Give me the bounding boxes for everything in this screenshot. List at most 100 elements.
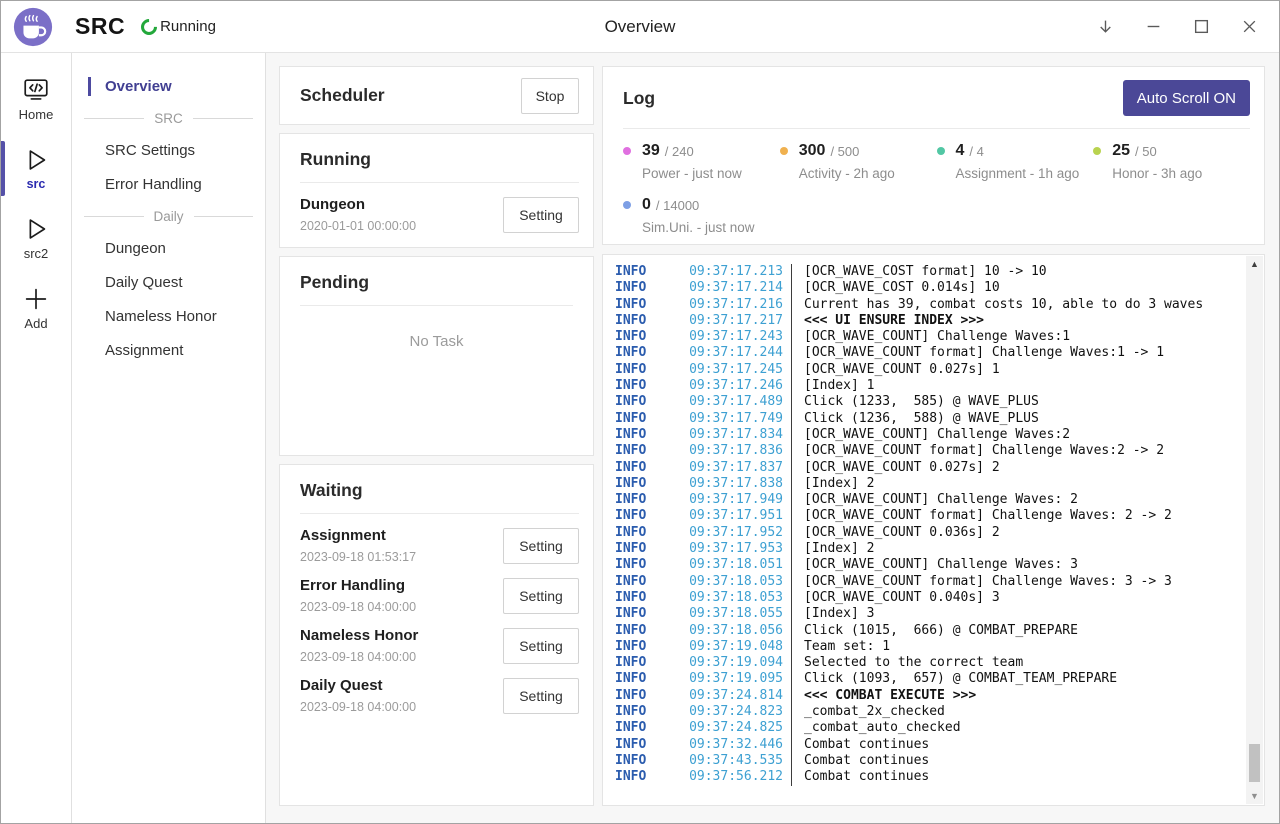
auto-scroll-toggle-button[interactable]: Auto Scroll ON	[1122, 80, 1250, 116]
task-setting-button[interactable]: Setting	[503, 627, 579, 664]
scroll-thumb[interactable]	[1249, 744, 1260, 782]
status-text: Running	[160, 18, 216, 35]
log-timestamp: 09:37:17.245	[689, 361, 783, 377]
divider	[193, 216, 254, 217]
close-icon[interactable]	[1225, 8, 1273, 46]
task-setting-button[interactable]: Setting	[503, 677, 579, 714]
log-level: INFO	[615, 589, 647, 605]
log-level: INFO	[615, 752, 647, 768]
log-level: INFO	[615, 492, 647, 508]
plus-icon	[21, 284, 51, 314]
log-timestamp: 09:37:17.749	[689, 410, 783, 426]
log-message: [Index] 3	[791, 606, 874, 623]
log-line: INFO 09:37:17.489 Click (1233, 585) @ WA…	[615, 394, 1238, 411]
task-row: Daily Quest 2023-09-18 04:00:00 Setting	[300, 664, 579, 714]
menu-item-daily-quest[interactable]: Daily Quest	[105, 274, 183, 291]
log-level: INFO	[615, 671, 647, 687]
task-setting-button[interactable]: Setting	[503, 527, 579, 564]
task-time: 2020-01-01 00:00:00	[300, 219, 417, 233]
log-message: <<< UI ENSURE INDEX >>>	[791, 312, 984, 330]
rail-item-home[interactable]: Home	[1, 69, 71, 129]
log-message: _combat_auto_checked	[791, 720, 961, 737]
task-row: Assignment 2023-09-18 01:53:17 Setting	[300, 514, 579, 564]
menu-item-overview[interactable]: Overview	[72, 70, 265, 103]
log-timestamp: 09:37:17.949	[689, 492, 783, 508]
log-line: INFO 09:37:17.214 [OCR_WAVE_COST 0.014s]…	[615, 280, 1238, 297]
log-timestamp: 09:37:24.823	[689, 704, 783, 720]
menu-item-error-handling[interactable]: Error Handling	[105, 176, 202, 193]
log-message: [OCR_WAVE_COUNT 0.027s] 1	[791, 361, 1000, 379]
log-line: INFO 09:37:18.053 [OCR_WAVE_COUNT 0.040s…	[615, 589, 1238, 607]
log-message: Current has 39, combat costs 10, able to…	[791, 296, 1203, 313]
stat-value: 4	[955, 142, 965, 159]
log-timestamp: 09:37:17.837	[689, 459, 783, 475]
log-timestamp: 09:37:17.834	[689, 426, 783, 442]
stat-total: / 14000	[655, 197, 700, 213]
log-message: [OCR_WAVE_COST 0.014s] 10	[791, 280, 1000, 297]
menu-group-label: SRC	[154, 111, 183, 126]
stat-value: 0	[642, 196, 651, 213]
log-message: [OCR_WAVE_COUNT format] Challenge Waves:…	[791, 443, 1164, 460]
menu-item-nameless-honor[interactable]: Nameless Honor	[105, 308, 217, 325]
log-timestamp: 09:37:56.212	[689, 769, 783, 785]
stat-value: 39	[642, 142, 660, 159]
page-title: Overview	[604, 16, 676, 36]
pending-title: Pending	[300, 272, 370, 292]
divider	[300, 305, 573, 306]
log-timestamp: 09:37:17.838	[689, 475, 783, 491]
log-line: INFO 09:37:32.446 Combat continues	[615, 736, 1238, 753]
scroll-up-icon[interactable]: ▲	[1250, 259, 1259, 269]
log-line: INFO 09:37:18.056 Click (1015, 666) @ CO…	[615, 622, 1238, 639]
rail-item-src2[interactable]: src2	[1, 208, 71, 268]
log-message: Click (1015, 666) @ COMBAT_PREPARE	[791, 622, 1078, 639]
log-line: INFO 09:37:17.243 [OCR_WAVE_COUNT] Chall…	[615, 329, 1238, 346]
log-level: INFO	[615, 361, 647, 377]
rail-item-add[interactable]: Add	[1, 278, 71, 338]
log-timestamp: 09:37:17.953	[689, 541, 783, 557]
menu-item-src-settings[interactable]: SRC Settings	[105, 142, 196, 159]
rail-item-src[interactable]: src	[1, 139, 71, 198]
log-level: INFO	[615, 394, 647, 410]
stat-caption: Honor - 3h ago	[1112, 166, 1203, 181]
task-name: Nameless Honor	[300, 627, 419, 644]
maximize-icon[interactable]	[1177, 8, 1225, 46]
log-message: [OCR_WAVE_COUNT format] Challenge Waves:…	[791, 573, 1172, 590]
task-setting-button[interactable]: Setting	[503, 577, 579, 614]
log-message: [OCR_WAVE_COUNT] Challenge Waves:1	[791, 329, 1070, 346]
stat-value: 25	[1112, 142, 1131, 159]
menu-item-assignment[interactable]: Assignment	[105, 342, 184, 359]
log-timestamp: 09:37:17.217	[689, 312, 783, 328]
log-level: INFO	[615, 622, 647, 638]
log-level: INFO	[615, 769, 647, 785]
log-message: [OCR_WAVE_COUNT] Challenge Waves: 2	[791, 492, 1078, 509]
scheduler-card: Scheduler Stop	[279, 66, 594, 125]
stat-total: / 500	[830, 143, 860, 159]
log-line: INFO 09:37:17.246 [Index] 1	[615, 378, 1238, 395]
minimize-icon[interactable]	[1129, 8, 1177, 46]
log-line: INFO 09:37:17.213 [OCR_WAVE_COST format]…	[615, 264, 1238, 281]
log-level: INFO	[615, 296, 647, 312]
log-line: INFO 09:37:19.095 Click (1093, 657) @ CO…	[615, 671, 1238, 688]
hide-arrow-down-icon[interactable]	[1081, 8, 1129, 46]
log-scrollbar[interactable]: ▲ ▼	[1246, 256, 1263, 804]
scroll-down-icon[interactable]: ▼	[1250, 791, 1259, 801]
stat-item: 4 / 4 Assignment - 1h ago	[936, 142, 1094, 181]
stat-item: 0 / 14000 Sim.Uni. - just now	[623, 196, 780, 235]
task-setting-button[interactable]: Setting	[503, 196, 579, 233]
rail-item-label: Home	[18, 107, 54, 122]
log-timestamp: 09:37:24.814	[689, 687, 783, 703]
log-message: Combat continues	[791, 736, 929, 753]
code-monitor-icon	[21, 75, 51, 105]
log-level: INFO	[615, 704, 647, 720]
log-message: [OCR_WAVE_COUNT format] Challenge Waves:…	[791, 345, 1164, 362]
menu-group: SRC	[72, 104, 265, 133]
log-timestamp: 09:37:32.446	[689, 736, 783, 752]
log-timestamp: 09:37:17.214	[689, 280, 783, 296]
stat-dot-icon	[623, 147, 631, 155]
menu-group-label: Daily	[153, 209, 184, 224]
log-level: INFO	[615, 264, 647, 279]
menu-item-dungeon[interactable]: Dungeon	[105, 240, 166, 257]
log-message: [OCR_WAVE_COUNT 0.027s] 2	[791, 459, 1000, 476]
stop-button[interactable]: Stop	[521, 77, 579, 114]
